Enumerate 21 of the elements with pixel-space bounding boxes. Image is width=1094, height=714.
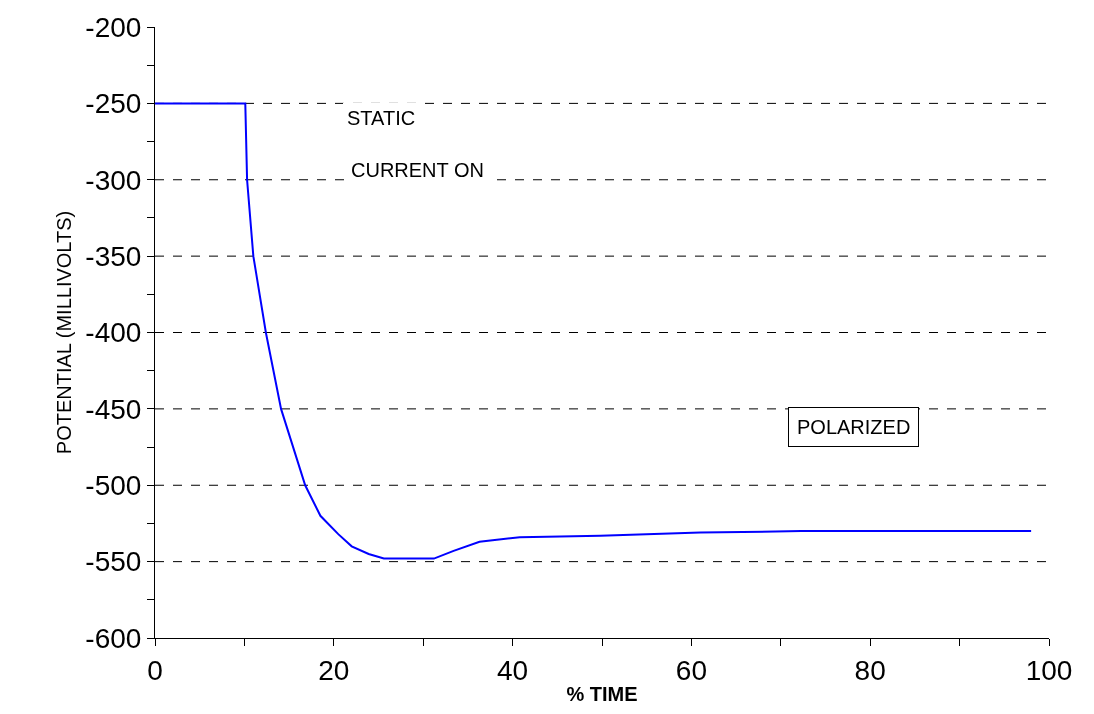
x-tick-label: 40 — [497, 654, 529, 686]
line-series — [155, 102, 1033, 560]
x-tick-label: 0 — [147, 654, 163, 686]
y-tick-label: -550 — [85, 546, 142, 578]
y-tick-label: -200 — [85, 11, 142, 43]
x-axis-title: % TIME — [566, 683, 638, 706]
annotation: STATIC — [347, 107, 416, 129]
y-tick-label: -450 — [85, 393, 142, 425]
x-tick-label: 20 — [318, 654, 350, 686]
y-axis-title: POTENTIAL (MILLIVOLTS) — [52, 210, 75, 455]
x-tick-label: 100 — [1025, 654, 1073, 686]
y-tick-label: -350 — [85, 240, 142, 272]
x-tick-label: 80 — [854, 654, 886, 686]
y-tick-label: -600 — [85, 622, 142, 654]
y-tick-label: -250 — [85, 88, 142, 120]
annotation: POLARIZED — [797, 416, 911, 438]
y-tick-label: -500 — [85, 470, 142, 502]
y-tick-label: -300 — [85, 164, 142, 196]
y-tick-label: -400 — [85, 317, 142, 349]
annotation: CURRENT ON — [351, 159, 484, 181]
x-tick-label: 60 — [675, 654, 707, 686]
